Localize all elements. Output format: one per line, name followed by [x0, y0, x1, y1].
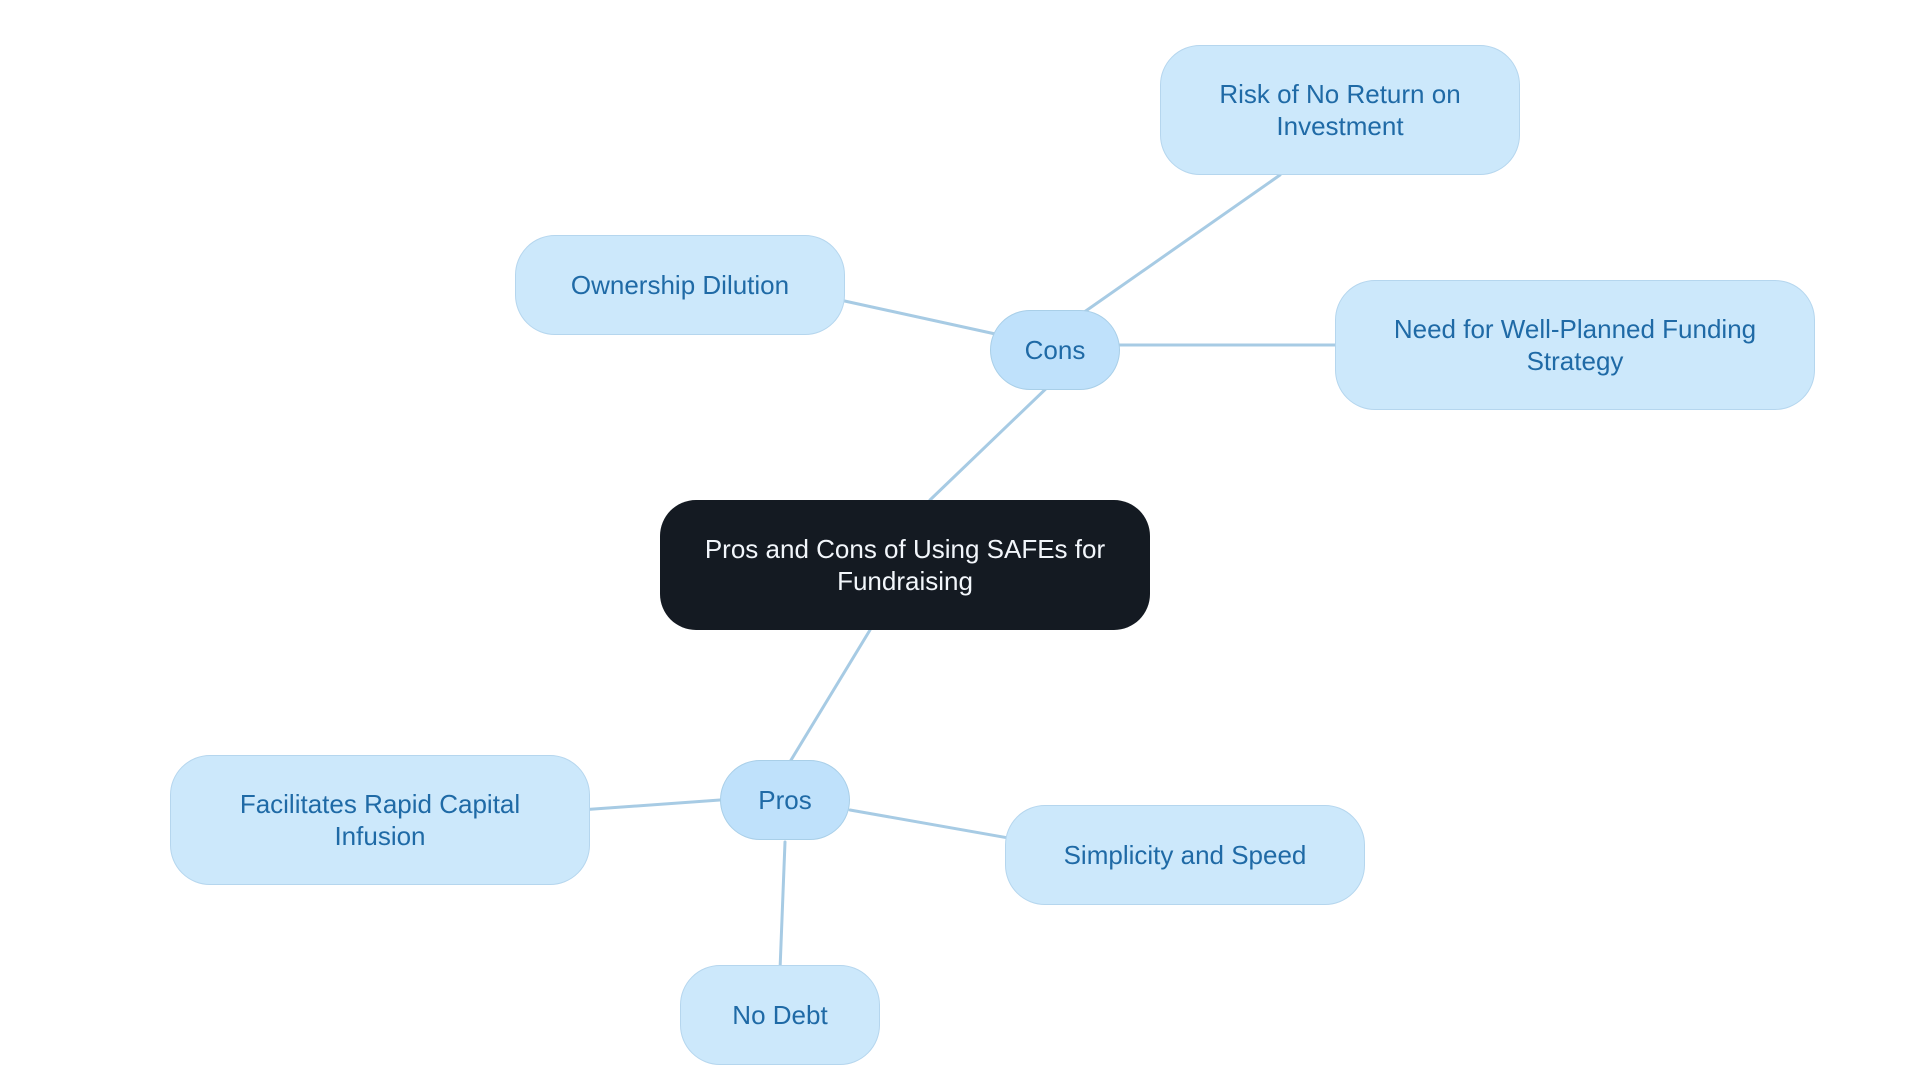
- edge-pros-nodebt: [780, 842, 785, 970]
- pros-simplicity-label: Simplicity and Speed: [1064, 839, 1307, 872]
- edge-cons-dilution: [840, 300, 1000, 335]
- pros-rapid-label: Facilitates Rapid Capital Infusion: [207, 788, 553, 853]
- pros-nodebt-label: No Debt: [732, 999, 827, 1032]
- cons-node-label: Cons: [1025, 334, 1086, 367]
- cons-dilution-node: Ownership Dilution: [515, 235, 845, 335]
- pros-nodebt-node: No Debt: [680, 965, 880, 1065]
- cons-node: Cons: [990, 310, 1120, 390]
- cons-risk-label: Risk of No Return on Investment: [1197, 78, 1483, 143]
- edge-pros-simplicity: [850, 810, 1020, 840]
- pros-node: Pros: [720, 760, 850, 840]
- root-node: Pros and Cons of Using SAFEs for Fundrai…: [660, 500, 1150, 630]
- cons-risk-node: Risk of No Return on Investment: [1160, 45, 1520, 175]
- cons-strategy-label: Need for Well-Planned Funding Strategy: [1372, 313, 1778, 378]
- pros-simplicity-node: Simplicity and Speed: [1005, 805, 1365, 905]
- edge-pros-rapid: [580, 800, 720, 810]
- root-node-label: Pros and Cons of Using SAFEs for Fundrai…: [696, 533, 1114, 598]
- pros-rapid-node: Facilitates Rapid Capital Infusion: [170, 755, 590, 885]
- edge-root-cons: [930, 380, 1055, 500]
- cons-dilution-label: Ownership Dilution: [571, 269, 789, 302]
- edge-cons-risk: [1080, 175, 1280, 315]
- mindmap-canvas: Pros and Cons of Using SAFEs for Fundrai…: [0, 0, 1920, 1083]
- cons-strategy-node: Need for Well-Planned Funding Strategy: [1335, 280, 1815, 410]
- pros-node-label: Pros: [758, 784, 811, 817]
- edge-root-pros: [785, 630, 870, 770]
